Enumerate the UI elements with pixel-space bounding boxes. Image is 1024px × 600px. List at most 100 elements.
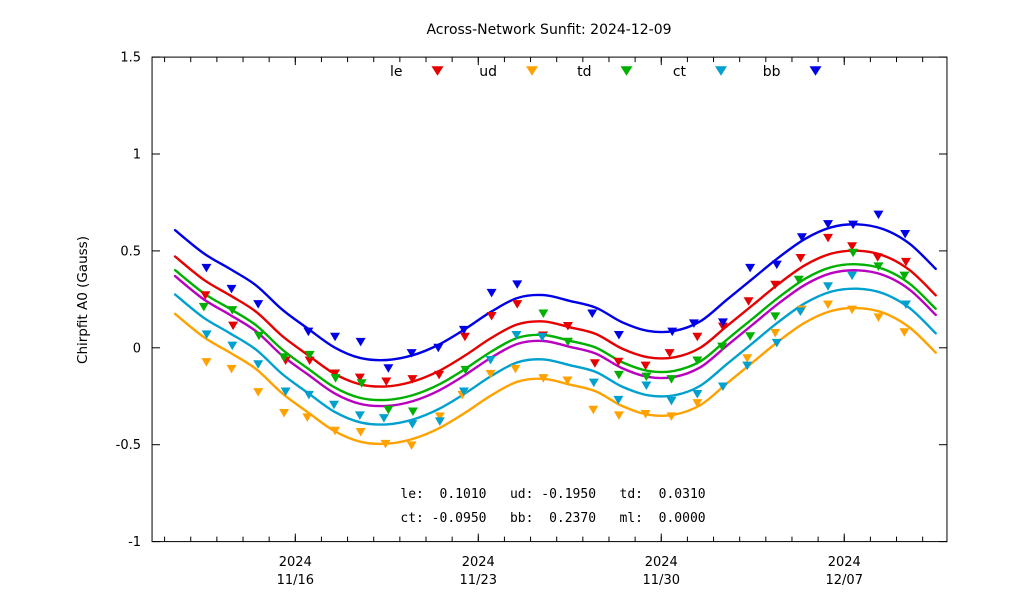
- data-marker-bb-icon: [587, 309, 598, 318]
- data-marker-ud-icon: [201, 358, 212, 367]
- data-marker-le-icon: [664, 349, 675, 358]
- legend-marker-ud-icon: [526, 66, 538, 76]
- y-tick-label: -1: [128, 535, 141, 550]
- data-marker-bb-icon: [717, 318, 728, 327]
- data-marker-bb-icon: [512, 280, 523, 289]
- legend-marker-le-icon: [431, 66, 444, 76]
- data-marker-le-icon: [512, 300, 523, 309]
- fit-coefficients-line2: ct: -0.0950 bb: 0.2370 ml: 0.0000: [400, 511, 705, 526]
- data-marker-bb-icon: [406, 349, 417, 358]
- data-marker-ud-icon: [355, 428, 366, 437]
- data-marker-bb-icon: [796, 233, 807, 242]
- data-marker-td-icon: [562, 337, 573, 347]
- data-marker-le-icon: [847, 242, 858, 251]
- data-marker-ct-icon: [511, 330, 522, 340]
- data-marker-td-icon: [717, 342, 728, 352]
- fit-curve-td: [173, 263, 937, 402]
- legend-marker-ct-icon: [715, 66, 727, 76]
- data-marker-td-icon: [198, 302, 209, 312]
- fit-curve-bb: [173, 223, 937, 362]
- data-marker-bb-icon: [848, 220, 859, 230]
- data-marker-ct-icon: [201, 330, 212, 339]
- data-marker-le-icon: [795, 254, 806, 263]
- data-marker-le-icon: [200, 291, 211, 300]
- legend-marker-bb-icon: [809, 66, 822, 76]
- legend-marker-td-icon: [620, 66, 633, 76]
- data-marker-le-icon: [381, 377, 392, 386]
- data-marker-le-icon: [613, 357, 624, 367]
- data-marker-td-icon: [848, 248, 859, 258]
- data-marker-td-icon: [279, 353, 290, 362]
- data-marker-ct-icon: [847, 271, 858, 281]
- legend-item-td: td: [577, 64, 633, 80]
- data-marker-ud-icon: [562, 376, 573, 385]
- data-marker-ct-icon: [303, 390, 314, 400]
- y-tick-label: 1: [133, 148, 141, 163]
- data-marker-ud-icon: [434, 412, 445, 421]
- data-marker-ct-icon: [900, 300, 911, 310]
- data-marker-ct-icon: [641, 381, 652, 391]
- data-marker-le-icon: [407, 375, 418, 384]
- series-points-le: [200, 233, 911, 386]
- data-marker-td-icon: [227, 306, 238, 315]
- fit-coefficients-line1: le: 0.1010 ud: -0.1950 td: 0.0310: [400, 487, 705, 502]
- data-marker-ud-icon: [692, 399, 703, 408]
- data-marker-le-icon: [330, 369, 341, 379]
- data-marker-td-icon: [460, 365, 471, 375]
- data-marker-ct-icon: [407, 420, 418, 429]
- data-marker-bb-icon: [330, 332, 341, 342]
- data-marker-bb-icon: [688, 319, 699, 328]
- data-marker-le-icon: [692, 332, 703, 342]
- data-marker-bb-icon: [201, 263, 212, 273]
- legend-item-ud: ud: [479, 64, 538, 80]
- data-marker-le-icon: [823, 233, 834, 243]
- data-marker-le-icon: [717, 322, 728, 332]
- data-marker-ud-icon: [899, 328, 910, 337]
- data-marker-le-icon: [562, 322, 573, 331]
- data-marker-td-icon: [793, 275, 804, 285]
- data-marker-ud-icon: [510, 364, 521, 374]
- data-marker-ct-icon: [717, 382, 728, 392]
- data-marker-ct-icon: [485, 355, 496, 365]
- x-tick-label-year: 2024: [645, 555, 678, 570]
- y-tick-label: 0.5: [120, 244, 141, 259]
- data-marker-ct-icon: [328, 400, 339, 410]
- data-marker-ct-icon: [613, 395, 624, 405]
- data-marker-ct-icon: [434, 417, 445, 426]
- data-marker-ud-icon: [406, 441, 417, 450]
- data-marker-ud-icon: [380, 439, 391, 449]
- legend-item-le: le: [390, 64, 444, 80]
- data-marker-ct-icon: [537, 332, 548, 342]
- data-marker-td-icon: [873, 262, 884, 271]
- data-marker-ct-icon: [253, 360, 264, 369]
- data-marker-td-icon: [330, 374, 341, 383]
- data-marker-le-icon: [640, 361, 651, 371]
- data-marker-ud-icon: [823, 300, 834, 310]
- data-marker-le-icon: [486, 311, 497, 321]
- data-marker-le-icon: [434, 370, 445, 380]
- chart-title: Across-Network Sunfit: 2024-12-09: [426, 22, 671, 38]
- data-marker-bb-icon: [433, 343, 444, 353]
- data-marker-td-icon: [383, 405, 394, 415]
- data-marker-ct-icon: [458, 387, 469, 397]
- legend-item-bb: bb: [763, 64, 822, 80]
- data-marker-bb-icon: [355, 337, 366, 347]
- data-marker-td-icon: [770, 312, 781, 321]
- data-marker-bb-icon: [873, 210, 884, 220]
- data-marker-le-icon: [354, 373, 365, 383]
- data-marker-ud-icon: [485, 369, 496, 379]
- data-marker-ct-icon: [227, 341, 238, 351]
- data-marker-bb-icon: [745, 263, 756, 273]
- data-marker-ud-icon: [873, 313, 884, 322]
- data-marker-le-icon: [304, 356, 315, 366]
- data-marker-le-icon: [872, 253, 883, 262]
- data-marker-le-icon: [743, 297, 754, 306]
- data-marker-ud-icon: [538, 374, 549, 383]
- data-marker-ct-icon: [354, 411, 365, 420]
- data-marker-td-icon: [407, 407, 418, 417]
- data-marker-ud-icon: [666, 412, 677, 421]
- data-marker-bb-icon: [771, 260, 782, 270]
- data-marker-td-icon: [899, 271, 910, 281]
